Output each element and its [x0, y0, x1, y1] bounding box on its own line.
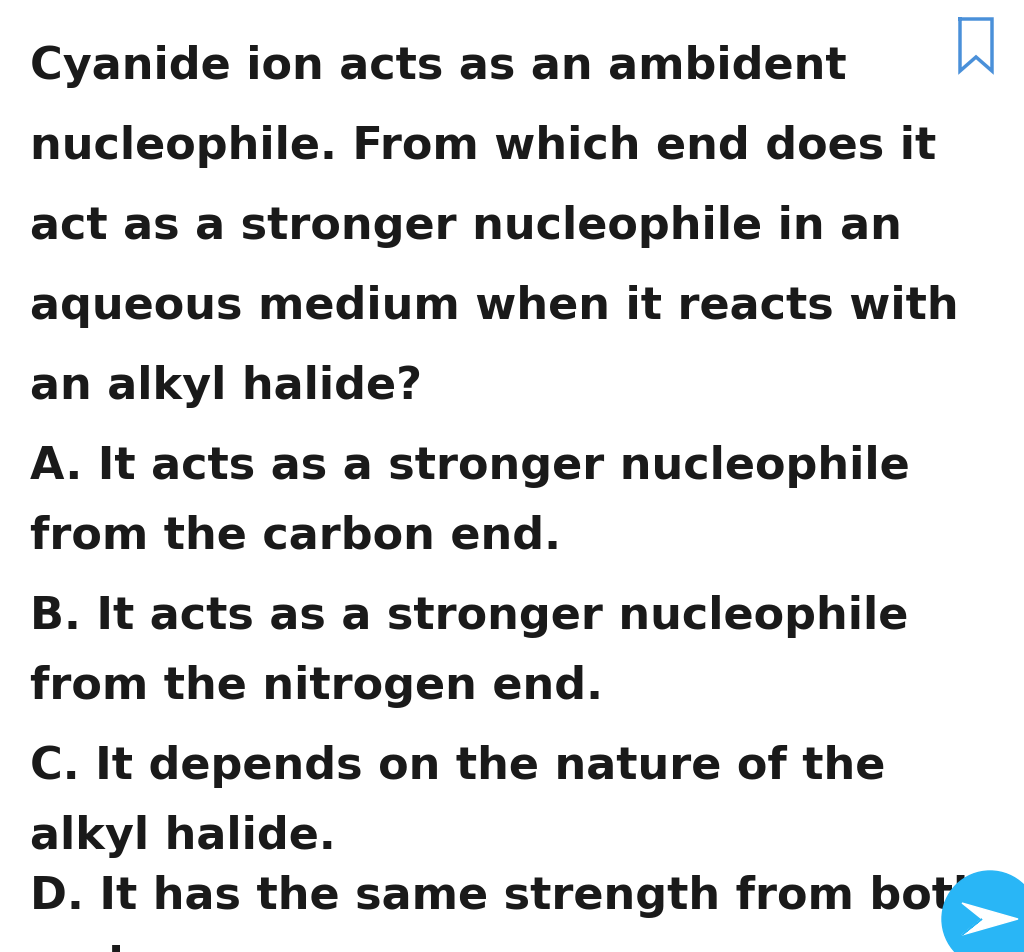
Text: from the nitrogen end.: from the nitrogen end.	[30, 664, 603, 707]
Text: Cyanide ion acts as an ambident: Cyanide ion acts as an ambident	[30, 45, 847, 88]
Text: act as a stronger nucleophile in an: act as a stronger nucleophile in an	[30, 205, 902, 248]
Text: an alkyl halide?: an alkyl halide?	[30, 365, 422, 407]
Text: alkyl halide.: alkyl halide.	[30, 814, 336, 857]
Text: D. It has the same strength from both: D. It has the same strength from both	[30, 874, 985, 917]
Text: ends.: ends.	[30, 944, 167, 952]
Text: A. It acts as a stronger nucleophile: A. It acts as a stronger nucleophile	[30, 445, 909, 487]
Circle shape	[942, 871, 1024, 952]
Text: nucleophile. From which end does it: nucleophile. From which end does it	[30, 125, 936, 168]
Text: B. It acts as a stronger nucleophile: B. It acts as a stronger nucleophile	[30, 594, 908, 637]
Text: C. It depends on the nature of the: C. It depends on the nature of the	[30, 744, 886, 787]
Polygon shape	[962, 903, 1018, 935]
Text: aqueous medium when it reacts with: aqueous medium when it reacts with	[30, 285, 958, 327]
Text: from the carbon end.: from the carbon end.	[30, 514, 561, 558]
Polygon shape	[962, 919, 982, 935]
